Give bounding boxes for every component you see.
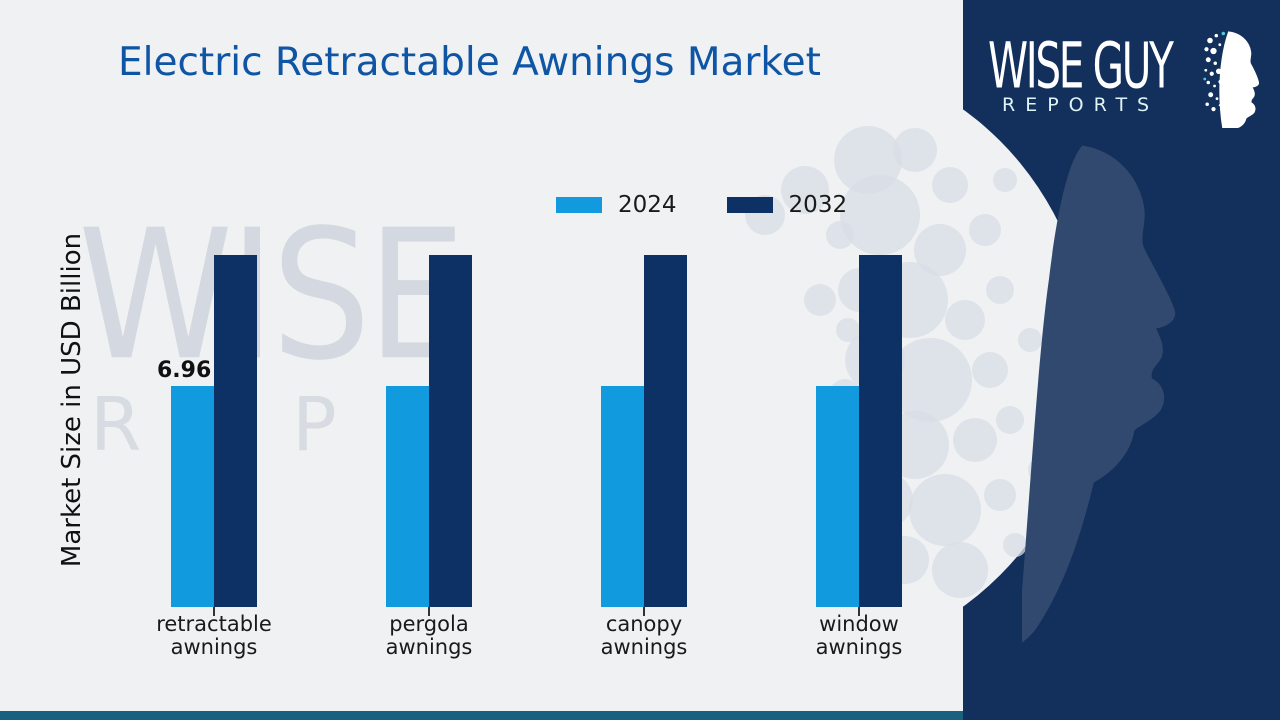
watermark-dot: [932, 167, 968, 203]
watermark-dot: [836, 318, 860, 342]
watermark-dot: [909, 474, 981, 546]
logo-subtitle: REPORTS: [1002, 94, 1160, 116]
bar-2032-canopy-awnings: [644, 255, 687, 607]
bar-2032-retractable-awnings: [214, 255, 257, 607]
watermark-dot: [996, 406, 1024, 434]
watermark-dot: [893, 128, 937, 172]
watermark-dot: [993, 168, 1017, 192]
y-axis-label: Market Size in USD Billion: [57, 232, 87, 568]
x-axis-tick: [213, 607, 215, 616]
x-axis-label: window awnings: [815, 612, 903, 659]
watermark-dot: [1018, 328, 1042, 352]
bar-2024-window-awnings: [816, 386, 859, 607]
watermark-dot: [986, 276, 1014, 304]
bar-2024-canopy-awnings: [601, 386, 644, 607]
watermark-dot: [953, 418, 997, 462]
logo-wordmark: WISE GUY: [988, 30, 1174, 104]
legend-swatch: [726, 197, 773, 213]
x-axis-label: retractable awnings: [156, 612, 272, 659]
bar-2024-pergola-awnings: [386, 386, 429, 607]
legend-label: 2032: [788, 192, 848, 218]
watermark-dot: [972, 352, 1008, 388]
chart-legend: 2024 2032: [556, 192, 847, 218]
head-profile-icon: [1203, 31, 1259, 128]
legend-label: 2024: [618, 192, 677, 218]
watermark-dot: [804, 284, 836, 316]
chart-title: Electric Retractable Awnings Market: [118, 40, 821, 85]
bar-2024-retractable-awnings: [171, 386, 214, 607]
legend-item: 2024: [556, 192, 677, 218]
watermark-dot: [781, 166, 829, 214]
bar-2032-pergola-awnings: [429, 255, 472, 607]
bar-2032-window-awnings: [859, 255, 902, 607]
face-profile-icon: [1022, 145, 1176, 643]
footer-accent-bar: [0, 711, 1280, 720]
x-axis-label: pergola awnings: [385, 612, 473, 659]
watermark-dot: [945, 300, 985, 340]
watermark-dot: [969, 214, 1001, 246]
legend-swatch: [556, 197, 602, 213]
watermark-dot: [932, 542, 988, 598]
bar-value-label: 6.96: [157, 358, 212, 383]
x-axis-label: canopy awnings: [600, 612, 688, 659]
watermark-dot: [840, 175, 920, 255]
watermark-dot: [1003, 533, 1027, 557]
x-axis-tick: [428, 607, 430, 616]
legend-item: 2032: [726, 192, 848, 218]
watermark-dot: [888, 338, 972, 422]
x-axis-tick: [858, 607, 860, 616]
watermark-dot: [984, 479, 1016, 511]
x-axis-tick: [643, 607, 645, 616]
wiseguy-logo: WISE GUY REPORTS: [975, 30, 1275, 140]
